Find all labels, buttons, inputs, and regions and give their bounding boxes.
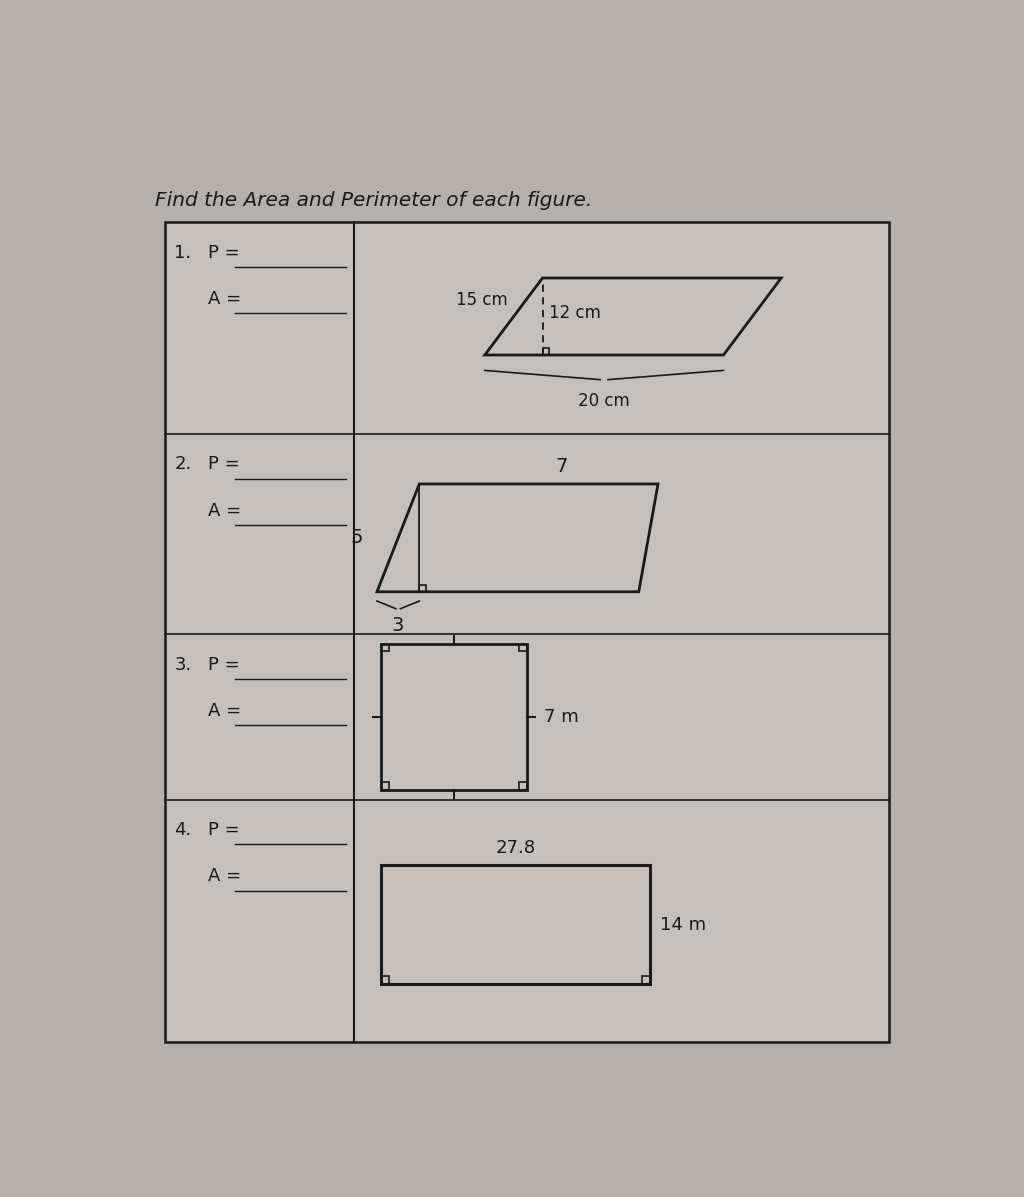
Text: 20 cm: 20 cm xyxy=(579,391,630,409)
Text: P =: P = xyxy=(208,821,240,839)
Text: A =: A = xyxy=(208,701,241,719)
Bar xyxy=(381,644,527,790)
Text: 7: 7 xyxy=(556,457,568,476)
Bar xyxy=(165,223,889,1043)
Text: A =: A = xyxy=(208,868,241,886)
Text: 27.8: 27.8 xyxy=(496,839,536,857)
Text: 4.: 4. xyxy=(174,821,191,839)
Text: 3: 3 xyxy=(392,616,404,636)
Text: 12 cm: 12 cm xyxy=(549,304,600,322)
Text: 7 m: 7 m xyxy=(544,707,579,725)
Bar xyxy=(381,865,650,984)
Text: 3.: 3. xyxy=(174,656,191,674)
Text: P =: P = xyxy=(208,244,240,262)
Text: A =: A = xyxy=(208,290,241,308)
Text: 15 cm: 15 cm xyxy=(456,291,508,309)
Text: 5: 5 xyxy=(350,528,364,547)
Text: Find the Area and Perimeter of each figure.: Find the Area and Perimeter of each figu… xyxy=(156,192,593,211)
Text: 2.: 2. xyxy=(174,456,191,474)
Text: P =: P = xyxy=(208,456,240,474)
Text: P =: P = xyxy=(208,656,240,674)
Text: A =: A = xyxy=(208,502,241,519)
Text: 14 m: 14 m xyxy=(659,916,706,934)
Text: 1.: 1. xyxy=(174,244,191,262)
